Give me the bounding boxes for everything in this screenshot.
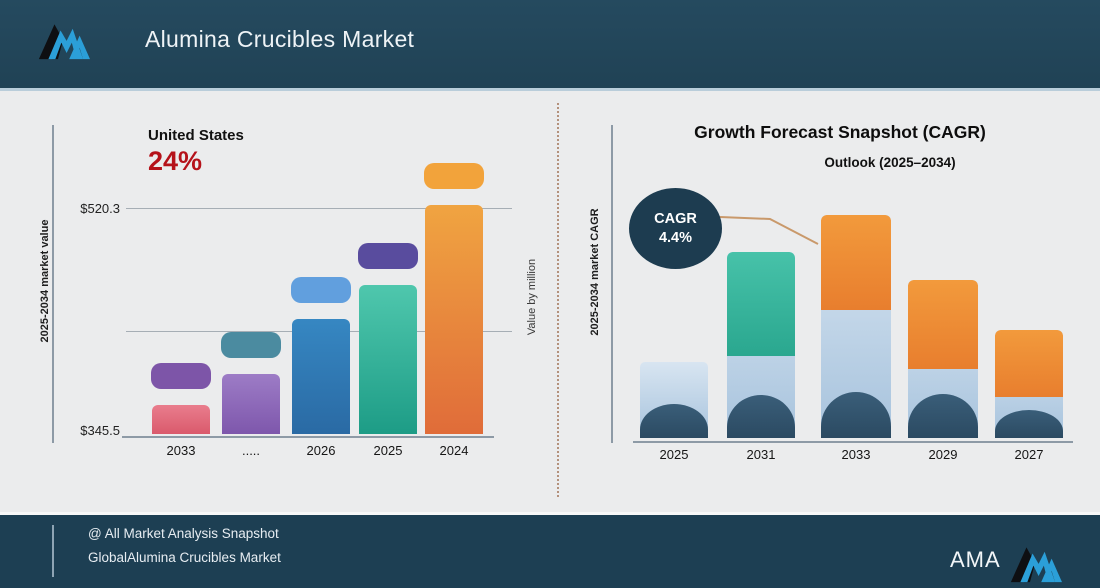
- footer: @ All Market Analysis Snapshot GlobalAlu…: [0, 515, 1100, 588]
- right-bar: [640, 362, 708, 438]
- x-axis-label: 2025: [373, 443, 403, 458]
- footer-rule: [52, 525, 54, 577]
- cagr-badge-value: 4.4%: [658, 229, 693, 246]
- right-bar-top-segment: [821, 215, 891, 310]
- ama-logo-icon: [38, 24, 90, 60]
- cagr-badge-label: CAGR: [654, 210, 697, 227]
- y-tick-520: $520.3: [80, 201, 120, 216]
- panel-divider: [557, 103, 559, 497]
- left-x-axis: [122, 436, 494, 438]
- right-chart-subtitle: Outlook (2025–2034): [824, 155, 956, 170]
- left-y-axis-title: 2025-2034 market value: [39, 219, 51, 343]
- left-bar-cap: [424, 163, 484, 189]
- x-axis-label: .....: [241, 443, 261, 458]
- right-bar: [727, 252, 795, 438]
- x-axis-label: 2033: [841, 447, 871, 462]
- right-bar-base-segment: [908, 394, 978, 438]
- left-bar: [222, 374, 280, 434]
- left-bar-cap: [291, 277, 351, 303]
- right-bar-base-segment: [640, 404, 708, 438]
- right-y-axis: [611, 125, 613, 443]
- right-bar-top-segment: [908, 280, 978, 369]
- footer-brand-text: AMA: [950, 547, 1001, 572]
- gridline-upper: [126, 208, 512, 209]
- footer-ama-logo-icon: [1010, 547, 1062, 583]
- right-bar-base-segment: [727, 395, 795, 438]
- left-y-axis: [52, 125, 54, 443]
- left-bar-cap: [151, 363, 211, 389]
- left-bar: [292, 319, 350, 434]
- left-bar: [425, 205, 483, 434]
- y-tick-345: $345.5: [80, 423, 120, 438]
- right-bar-base-segment: [995, 410, 1063, 438]
- x-axis-label: 2033: [166, 443, 196, 458]
- charts-panel: 2025-2034 market value United States 24%…: [0, 91, 1100, 515]
- x-axis-label: 2025: [659, 447, 689, 462]
- left-bar-cap: [221, 332, 281, 358]
- footer-line2: GlobalAlumina Crucibles Market: [88, 550, 281, 565]
- left-bar: [152, 405, 210, 434]
- x-axis-label: 2027: [1014, 447, 1044, 462]
- header: Alumina Crucibles Market: [0, 0, 1100, 91]
- page-title: Alumina Crucibles Market: [145, 26, 415, 52]
- right-y-axis-title: 2025-2034 market CAGR: [589, 208, 601, 336]
- right-bar: [995, 330, 1063, 438]
- right-x-axis: [633, 441, 1073, 443]
- right-bar-top-segment: [727, 252, 795, 356]
- right-bar-top-segment: [995, 330, 1063, 397]
- x-axis-label: 2026: [306, 443, 336, 458]
- right-chart-title: Growth Forecast Snapshot (CAGR): [694, 122, 986, 142]
- right-bar-base-segment: [821, 392, 891, 438]
- right-bar: [821, 215, 891, 438]
- x-axis-label: 2029: [928, 447, 958, 462]
- right-bar: [908, 280, 978, 438]
- cagr-badge: CAGR 4.4%: [629, 188, 722, 269]
- left-right-axis-title: Value by million: [526, 258, 538, 336]
- x-axis-label: 2031: [746, 447, 776, 462]
- left-bar: [359, 285, 417, 434]
- left-chart-region-label: United States: [148, 127, 244, 144]
- x-axis-label: 2024: [439, 443, 469, 458]
- left-bar-cap: [358, 243, 418, 269]
- footer-line1: @ All Market Analysis Snapshot: [88, 526, 279, 541]
- left-chart-growth-value: 24%: [148, 146, 203, 176]
